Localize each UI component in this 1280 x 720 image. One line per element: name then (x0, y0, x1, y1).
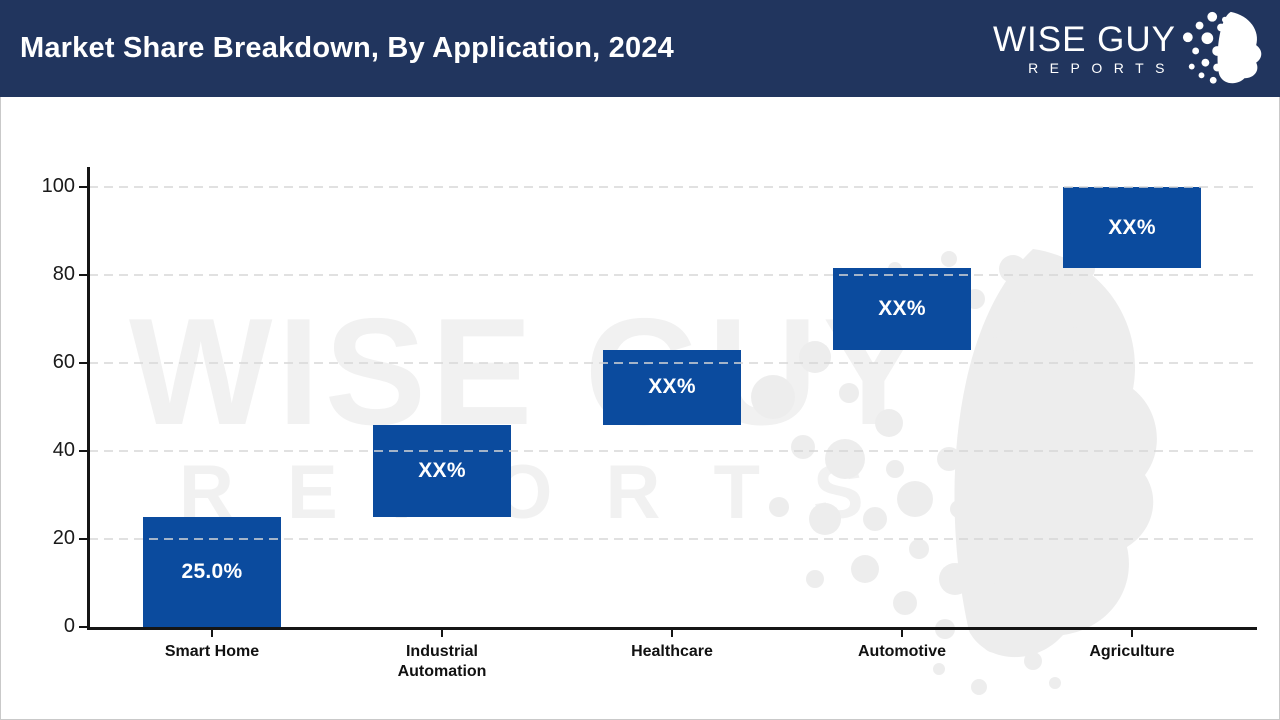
watermark-reports-text: R E P O R T S (179, 450, 880, 535)
x-tick-mark (1131, 630, 1133, 637)
brand-logo: WISE GUY REPORTS (993, 8, 1280, 90)
x-tick-label: Industrial Automation (397, 643, 487, 680)
bar-value-label: 25.0% (181, 560, 243, 583)
y-tick-mark (79, 362, 87, 364)
x-tick-label: Agriculture (1089, 643, 1175, 660)
x-axis-line (87, 627, 1257, 630)
bar-value-label: XX% (648, 375, 696, 399)
y-tick-mark (79, 450, 87, 452)
x-tick-mark (211, 630, 213, 637)
chart-area: WISE GUY R E P O R T S 0 20 40 60 80 100 Smart… (0, 97, 1280, 720)
y-tick-mark (79, 538, 87, 540)
header: Market Share Breakdown, By Application, … (0, 0, 1280, 97)
y-tick-label: 100 (41, 175, 75, 197)
brand-logo-text: WISE GUY REPORTS (993, 22, 1176, 76)
gridline (89, 186, 1257, 188)
watermark-text: WISE GUY (129, 287, 930, 457)
x-tick-mark (901, 630, 903, 637)
page-title: Market Share Breakdown, By Application, … (20, 32, 674, 64)
gridline (89, 274, 1257, 276)
bar-value-label: XX% (418, 458, 466, 482)
waterfall-bar: XX% (373, 424, 511, 517)
brand-subname: REPORTS (1028, 59, 1176, 76)
waterfall-bar: 25.0% (143, 517, 281, 627)
y-tick-label: 40 (52, 439, 75, 461)
gridline (89, 538, 1257, 540)
y-tick-mark (79, 186, 87, 188)
x-tick-label: Smart Home (164, 643, 260, 660)
gridline (89, 450, 1257, 452)
y-tick-label: 80 (52, 263, 75, 285)
gridline (89, 362, 1257, 364)
waterfall-bar: XX% (833, 268, 971, 350)
x-tick-mark (441, 630, 443, 637)
bar-value-label: XX% (1108, 215, 1156, 239)
logo-head-icon (1182, 11, 1262, 84)
y-tick-mark (79, 626, 87, 628)
y-tick-label: 20 (52, 527, 75, 549)
y-tick-label: 60 (52, 351, 75, 373)
brand-name: WISE GUY (992, 19, 1176, 59)
x-tick-mark (671, 630, 673, 637)
y-tick-label: 0 (63, 615, 75, 637)
x-tick-label: Automotive (858, 643, 946, 660)
y-tick-mark (79, 274, 87, 276)
x-tick-label: Healthcare (631, 643, 713, 660)
chart-plot: 0 20 40 60 80 100 Smart Home Industrial Automat… (1, 97, 1279, 719)
watermark-head-icon (751, 249, 1157, 695)
waterfall-bar: XX% (1063, 187, 1201, 269)
bar-value-label: XX% (878, 297, 926, 321)
y-axis-line (87, 167, 90, 630)
